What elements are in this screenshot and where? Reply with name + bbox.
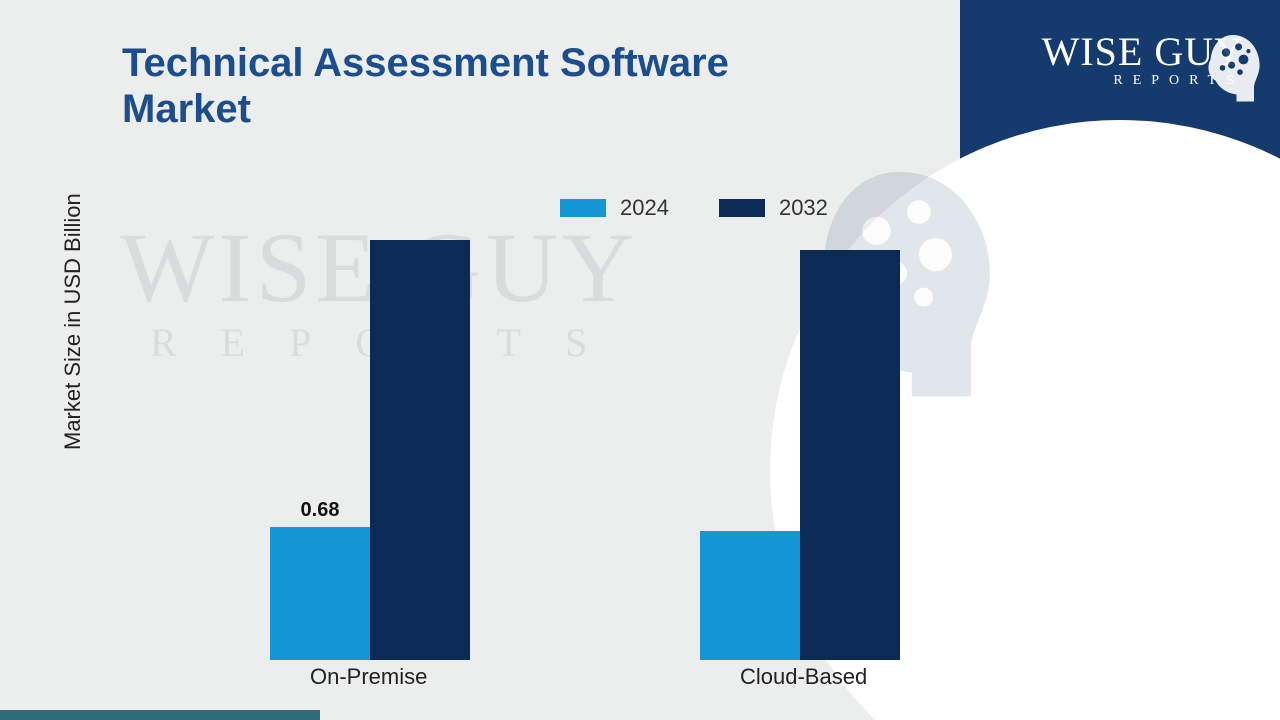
- chart-canvas: WISE GUY REPORTS Technical Assessment So…: [0, 0, 1280, 720]
- bar-value-label: 0.68: [270, 499, 370, 522]
- chart-title: Technical Assessment Software Market: [122, 40, 822, 132]
- bar: 0.68: [270, 527, 370, 660]
- bar: [800, 250, 900, 660]
- legend-item-2024: 2024: [560, 195, 669, 221]
- legend-item-2032: 2032: [719, 195, 828, 221]
- bar: [700, 531, 800, 660]
- bar-group: 0.68: [270, 240, 470, 660]
- plot-area: 0.68 On-Premise Cloud-Based: [120, 230, 960, 690]
- legend: 2024 2032: [560, 195, 828, 221]
- x-axis-label: Cloud-Based: [740, 664, 867, 690]
- bottom-accent-bar: [0, 710, 320, 720]
- legend-label-2032: 2032: [779, 195, 828, 221]
- x-axis-label: On-Premise: [310, 664, 427, 690]
- legend-swatch-2024: [560, 199, 606, 217]
- bar-group: [700, 250, 900, 660]
- bar: [370, 240, 470, 660]
- legend-swatch-2032: [719, 199, 765, 217]
- y-axis-label: Market Size in USD Billion: [60, 193, 86, 450]
- logo-head-icon: [1198, 30, 1268, 110]
- legend-label-2024: 2024: [620, 195, 669, 221]
- bars-container: 0.68: [120, 230, 960, 660]
